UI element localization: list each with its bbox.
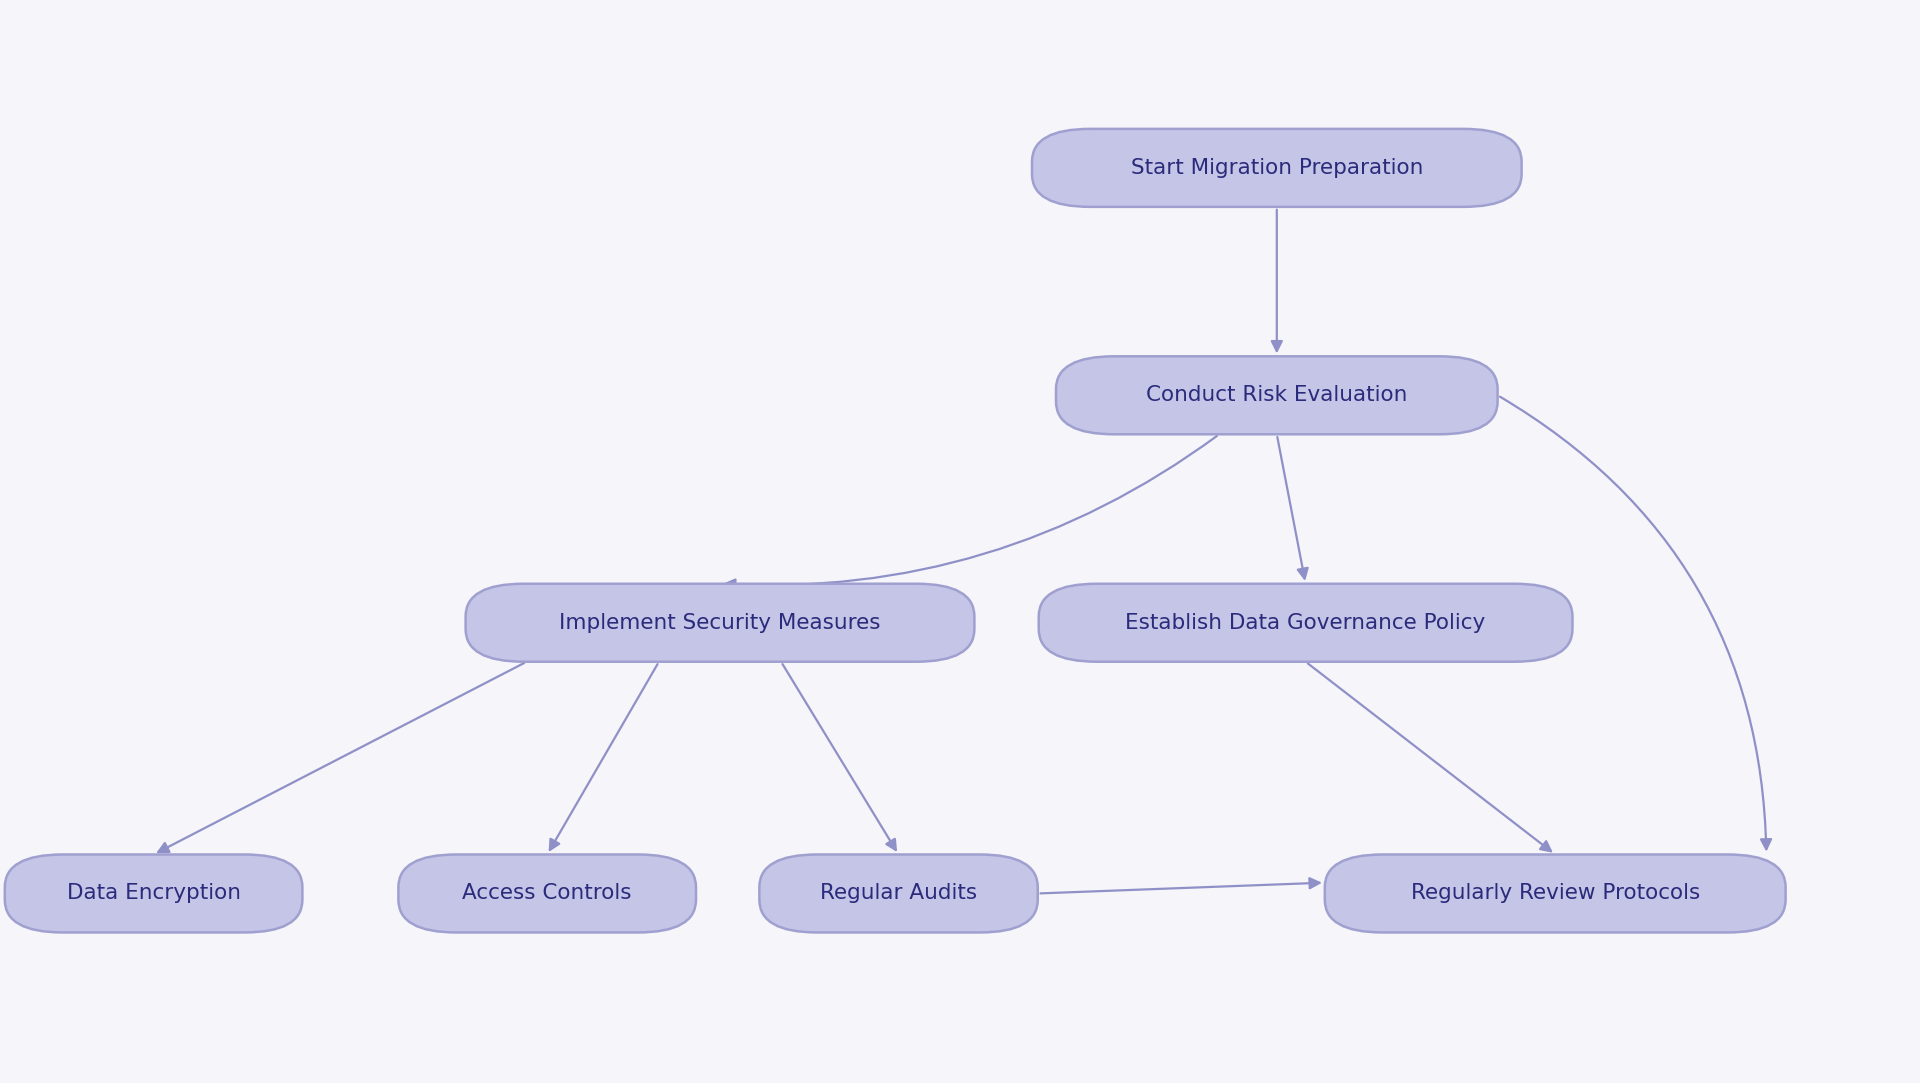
Text: Establish Data Governance Policy: Establish Data Governance Policy [1125, 613, 1486, 632]
Text: Regularly Review Protocols: Regularly Review Protocols [1411, 884, 1699, 903]
Text: Conduct Risk Evaluation: Conduct Risk Evaluation [1146, 386, 1407, 405]
FancyBboxPatch shape [1033, 129, 1523, 207]
FancyBboxPatch shape [397, 854, 695, 932]
FancyBboxPatch shape [6, 854, 301, 932]
FancyBboxPatch shape [760, 854, 1037, 932]
Text: Data Encryption: Data Encryption [67, 884, 240, 903]
Text: Start Migration Preparation: Start Migration Preparation [1131, 158, 1423, 178]
Text: Access Controls: Access Controls [463, 884, 632, 903]
FancyBboxPatch shape [1056, 356, 1498, 434]
FancyBboxPatch shape [1325, 854, 1786, 932]
Text: Regular Audits: Regular Audits [820, 884, 977, 903]
Text: Implement Security Measures: Implement Security Measures [559, 613, 881, 632]
FancyBboxPatch shape [1039, 584, 1572, 662]
FancyBboxPatch shape [465, 584, 975, 662]
